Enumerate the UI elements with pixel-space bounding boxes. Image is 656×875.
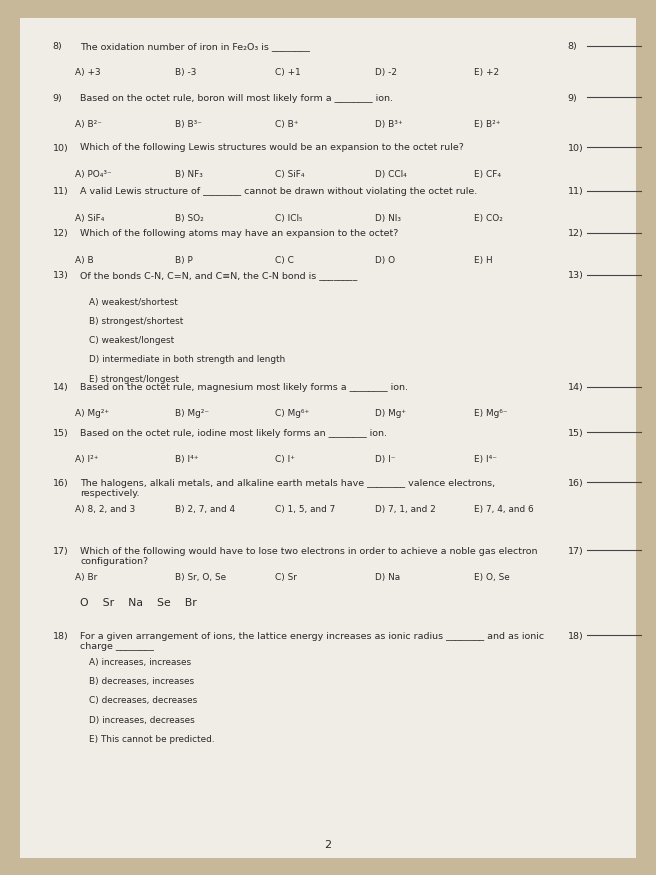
- Text: D) -2: D) -2: [375, 68, 397, 77]
- Text: 9): 9): [52, 94, 62, 102]
- Text: C) Sr: C) Sr: [275, 573, 297, 582]
- Text: A) increases, increases: A) increases, increases: [89, 658, 191, 667]
- Text: D) intermediate in both strength and length: D) intermediate in both strength and len…: [89, 355, 285, 364]
- Text: E) H: E) H: [474, 255, 493, 264]
- Text: 12): 12): [567, 229, 583, 238]
- Text: A) weakest/shortest: A) weakest/shortest: [89, 298, 177, 306]
- Text: D) NI₃: D) NI₃: [375, 214, 401, 222]
- Text: 8): 8): [567, 42, 577, 51]
- Text: A) B: A) B: [75, 255, 94, 264]
- Text: D) Mg⁺: D) Mg⁺: [375, 410, 405, 418]
- Text: 16): 16): [567, 479, 583, 487]
- Text: E) CF₄: E) CF₄: [474, 170, 501, 178]
- Text: D) CCl₄: D) CCl₄: [375, 170, 406, 178]
- Text: B) I⁴⁺: B) I⁴⁺: [175, 455, 199, 464]
- Text: O    Sr    Na    Se    Br: O Sr Na Se Br: [80, 598, 197, 607]
- Text: E) 7, 4, and 6: E) 7, 4, and 6: [474, 505, 534, 514]
- Text: 17): 17): [52, 547, 68, 556]
- Text: C) Mg⁶⁺: C) Mg⁶⁺: [275, 410, 309, 418]
- Text: The oxidation number of iron in Fe₂O₃ is ________: The oxidation number of iron in Fe₂O₃ is…: [80, 42, 310, 51]
- Text: The halogens, alkali metals, and alkaline earth metals have ________ valence ele: The halogens, alkali metals, and alkalin…: [80, 479, 495, 498]
- Text: 15): 15): [52, 429, 68, 438]
- Text: B) Sr, O, Se: B) Sr, O, Se: [175, 573, 226, 582]
- Text: B) decreases, increases: B) decreases, increases: [89, 677, 194, 686]
- Text: C) B⁺: C) B⁺: [275, 120, 298, 129]
- Text: D) B³⁺: D) B³⁺: [375, 120, 402, 129]
- Text: B) 2, 7, and 4: B) 2, 7, and 4: [175, 505, 236, 514]
- Text: 8): 8): [52, 42, 62, 51]
- Text: A) PO₄³⁻: A) PO₄³⁻: [75, 170, 112, 178]
- Text: A valid Lewis structure of ________ cannot be drawn without violating the octet : A valid Lewis structure of ________ cann…: [80, 187, 478, 196]
- Text: 11): 11): [52, 187, 68, 196]
- Text: C) +1: C) +1: [275, 68, 300, 77]
- Text: A) 8, 2, and 3: A) 8, 2, and 3: [75, 505, 136, 514]
- Text: 17): 17): [567, 547, 583, 556]
- Text: B) P: B) P: [175, 255, 193, 264]
- Text: Of the bonds C-N, C=N, and C≡N, the C-N bond is ________: Of the bonds C-N, C=N, and C≡N, the C-N …: [80, 271, 358, 280]
- Text: A) I²⁺: A) I²⁺: [75, 455, 99, 464]
- Text: E) B²⁺: E) B²⁺: [474, 120, 501, 129]
- Text: E) O, Se: E) O, Se: [474, 573, 510, 582]
- Text: B) strongest/shortest: B) strongest/shortest: [89, 317, 183, 326]
- Text: 13): 13): [52, 271, 68, 280]
- Text: B) B³⁻: B) B³⁻: [175, 120, 202, 129]
- Text: E) I⁴⁻: E) I⁴⁻: [474, 455, 497, 464]
- Text: E) +2: E) +2: [474, 68, 499, 77]
- Text: 18): 18): [52, 632, 68, 640]
- Text: Which of the following atoms may have an expansion to the octet?: Which of the following atoms may have an…: [80, 229, 398, 238]
- Text: 9): 9): [567, 94, 577, 102]
- Text: C) SiF₄: C) SiF₄: [275, 170, 304, 178]
- Text: 16): 16): [52, 479, 68, 487]
- Text: 10): 10): [567, 144, 583, 152]
- Text: B) SO₂: B) SO₂: [175, 214, 204, 222]
- Text: Which of the following would have to lose two electrons in order to achieve a no: Which of the following would have to los…: [80, 547, 537, 566]
- Text: E) CO₂: E) CO₂: [474, 214, 503, 222]
- Text: B) NF₃: B) NF₃: [175, 170, 203, 178]
- Text: E) This cannot be predicted.: E) This cannot be predicted.: [89, 735, 214, 744]
- Text: A) B²⁻: A) B²⁻: [75, 120, 102, 129]
- Text: For a given arrangement of ions, the lattice energy increases as ionic radius __: For a given arrangement of ions, the lat…: [80, 632, 544, 651]
- Text: C) C: C) C: [275, 255, 294, 264]
- Text: A) +3: A) +3: [75, 68, 101, 77]
- Text: A) Br: A) Br: [75, 573, 98, 582]
- Text: Based on the octet rule, boron will most likely form a ________ ion.: Based on the octet rule, boron will most…: [80, 94, 393, 102]
- Text: 14): 14): [567, 383, 583, 392]
- Text: A) Mg²⁺: A) Mg²⁺: [75, 410, 110, 418]
- Text: 13): 13): [567, 271, 583, 280]
- Text: B) -3: B) -3: [175, 68, 197, 77]
- Text: C) 1, 5, and 7: C) 1, 5, and 7: [275, 505, 335, 514]
- Text: 15): 15): [567, 429, 583, 438]
- Text: D) O: D) O: [375, 255, 395, 264]
- Text: D) 7, 1, and 2: D) 7, 1, and 2: [375, 505, 436, 514]
- Text: 12): 12): [52, 229, 68, 238]
- Text: D) I⁻: D) I⁻: [375, 455, 395, 464]
- Text: C) I⁺: C) I⁺: [275, 455, 295, 464]
- Text: E) strongest/longest: E) strongest/longest: [89, 374, 178, 383]
- Text: Based on the octet rule, iodine most likely forms an ________ ion.: Based on the octet rule, iodine most lik…: [80, 429, 387, 438]
- Text: D) Na: D) Na: [375, 573, 400, 582]
- Text: 10): 10): [52, 144, 68, 152]
- Text: 18): 18): [567, 632, 583, 640]
- Text: Which of the following Lewis structures would be an expansion to the octet rule?: Which of the following Lewis structures …: [80, 144, 464, 152]
- Text: Based on the octet rule, magnesium most likely forms a ________ ion.: Based on the octet rule, magnesium most …: [80, 383, 408, 392]
- Text: D) increases, decreases: D) increases, decreases: [89, 716, 194, 724]
- Text: 14): 14): [52, 383, 68, 392]
- Text: 2: 2: [325, 841, 331, 850]
- Text: E) Mg⁶⁻: E) Mg⁶⁻: [474, 410, 508, 418]
- Text: C) ICl₅: C) ICl₅: [275, 214, 302, 222]
- Text: 11): 11): [567, 187, 583, 196]
- Text: A) SiF₄: A) SiF₄: [75, 214, 105, 222]
- Text: B) Mg²⁻: B) Mg²⁻: [175, 410, 209, 418]
- Text: C) decreases, decreases: C) decreases, decreases: [89, 696, 197, 705]
- Text: C) weakest/longest: C) weakest/longest: [89, 336, 174, 345]
